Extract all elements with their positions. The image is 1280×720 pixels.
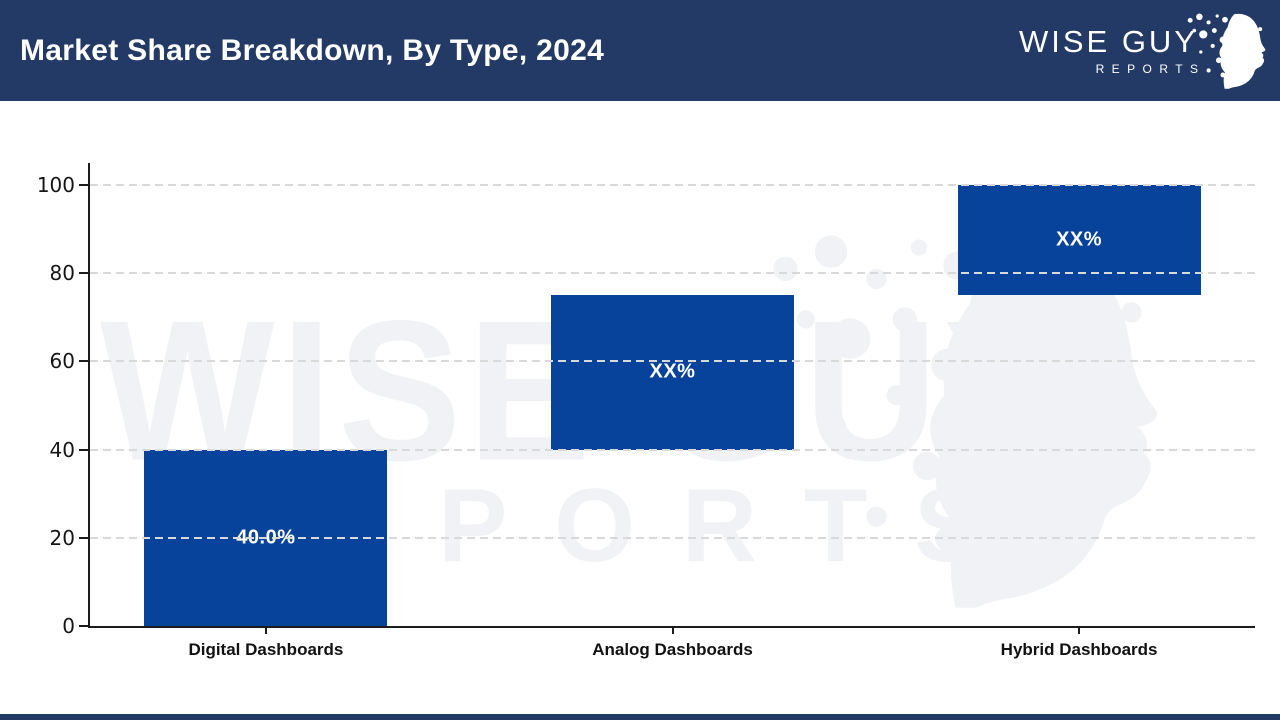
gridline-20 <box>90 536 1255 539</box>
bar-value-label: XX% <box>649 360 696 383</box>
y-tick-label-100: 100 <box>36 173 75 197</box>
bar-value-label: XX% <box>1056 228 1103 251</box>
y-tick-80 <box>79 272 88 275</box>
logo-wordmark: WISE GUY <box>1018 24 1198 59</box>
y-tick-0 <box>79 625 88 627</box>
y-tick-label-20: 20 <box>49 525 75 550</box>
y-tick-60 <box>79 360 88 363</box>
x-axis-label-2: Analog Dashboards <box>592 640 753 659</box>
y-tick-label-40: 40 <box>49 437 75 462</box>
y-tick-label-80: 80 <box>49 261 75 286</box>
x-tick-1 <box>264 626 267 634</box>
chart-area: WISE GUY REPORTS 0 20 40 60 80 100 40.0% XX% XX%… <box>0 101 1280 714</box>
plot-area: 0 20 40 60 80 100 40.0% XX% XX% Digital Dashboard… <box>37 163 1255 659</box>
y-tick-40 <box>79 448 88 451</box>
x-axis-label-1: Digital Dashboards <box>188 640 344 659</box>
x-axis-label-3: Hybrid Dashboards <box>1000 640 1158 659</box>
gridline-60 <box>90 360 1255 363</box>
page-title: Market Share Breakdown, By Type, 2024 <box>20 34 605 67</box>
gridline-100 <box>90 184 1255 186</box>
x-tick-2 <box>671 626 674 634</box>
wise-guy-reports-logo: WISE GUY REPORTS <box>1019 10 1270 90</box>
gridline-40 <box>90 448 1255 451</box>
y-tick-20 <box>79 536 88 539</box>
logo-text: WISE GUY REPORTS <box>1019 24 1198 76</box>
bar-hybrid-dashboards: XX% <box>957 185 1201 296</box>
footer-strip <box>0 714 1280 720</box>
bar-analog-dashboards: XX% <box>550 295 794 450</box>
y-tick-label-0: 0 <box>62 614 75 638</box>
y-tick-100 <box>79 184 88 186</box>
logo-subtitle: REPORTS <box>1095 62 1206 76</box>
x-tick-3 <box>1078 626 1081 634</box>
y-tick-label-60: 60 <box>49 349 75 374</box>
header-bar: Market Share Breakdown, By Type, 2024 WI… <box>0 0 1280 101</box>
gridline-80 <box>90 272 1255 275</box>
